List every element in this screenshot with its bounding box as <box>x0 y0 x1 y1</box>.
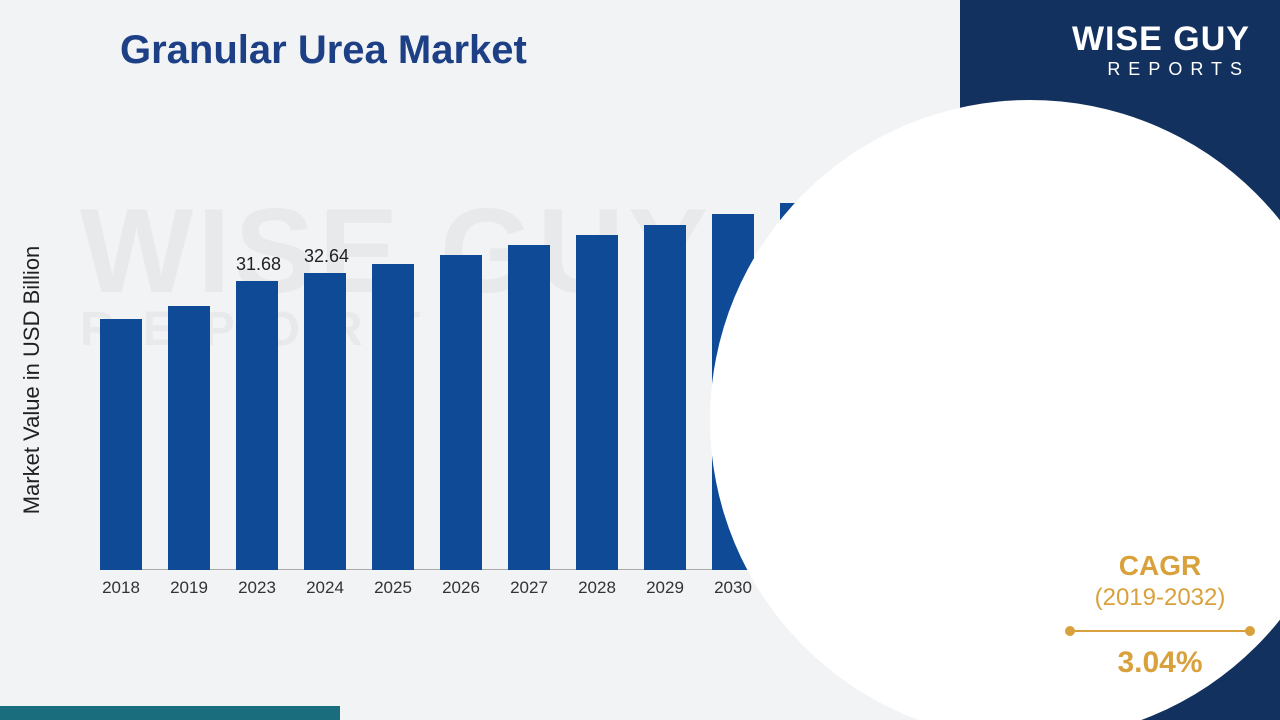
bar-slot: 2018 <box>100 319 142 570</box>
x-axis-label: 2023 <box>236 578 278 598</box>
bar <box>440 255 482 570</box>
x-axis-label: 2026 <box>440 578 482 598</box>
cagr-title: CAGR <box>1070 550 1250 582</box>
cagr-value: 3.04% <box>1070 646 1250 680</box>
x-axis-label: 2028 <box>576 578 618 598</box>
logo-sub-text: REPORTS <box>1072 60 1250 78</box>
cagr-divider <box>1070 630 1250 632</box>
x-axis-label: 2027 <box>508 578 550 598</box>
bar <box>304 273 346 570</box>
x-axis-label: 2024 <box>304 578 346 598</box>
brand-logo: WISE GUY REPORTS <box>1072 22 1250 78</box>
bottom-strip <box>0 706 340 720</box>
bar <box>644 225 686 570</box>
x-axis-label: 2019 <box>168 578 210 598</box>
cagr-range: (2019-2032) <box>1070 584 1250 612</box>
bar-value-label: 31.68 <box>236 254 278 275</box>
bar <box>508 245 550 570</box>
bar-slot: 2028 <box>576 235 618 570</box>
x-axis-label: 2030 <box>712 578 754 598</box>
bar <box>236 281 278 570</box>
chart-title: Granular Urea Market <box>120 28 527 73</box>
chart-canvas: WISE GUY REPORTS Granular Urea Market Ma… <box>0 0 1280 720</box>
cagr-box: CAGR (2019-2032) 3.04% <box>1070 550 1250 680</box>
right-panel: WISE GUY REPORTS CAGR (2019-2032) 3.04% <box>960 0 1280 720</box>
bar <box>372 264 414 570</box>
bar <box>576 235 618 570</box>
logo-main-text: WISE GUY <box>1072 22 1250 56</box>
x-axis-label: 2029 <box>644 578 686 598</box>
bar-value-label: 32.64 <box>304 246 346 267</box>
bar-slot: 2026 <box>440 255 482 570</box>
x-axis-label: 2025 <box>372 578 414 598</box>
bar-slot: 2027 <box>508 245 550 570</box>
bar-slot: 31.682023 <box>236 281 278 570</box>
bar-slot: 2025 <box>372 264 414 570</box>
bar <box>100 319 142 570</box>
bar-slot: 32.642024 <box>304 273 346 570</box>
bar-slot: 2029 <box>644 225 686 570</box>
bar-slot: 2019 <box>168 306 210 570</box>
y-axis-label: Market Value in USD Billion <box>19 246 45 515</box>
bar <box>168 306 210 570</box>
x-axis-label: 2018 <box>100 578 142 598</box>
